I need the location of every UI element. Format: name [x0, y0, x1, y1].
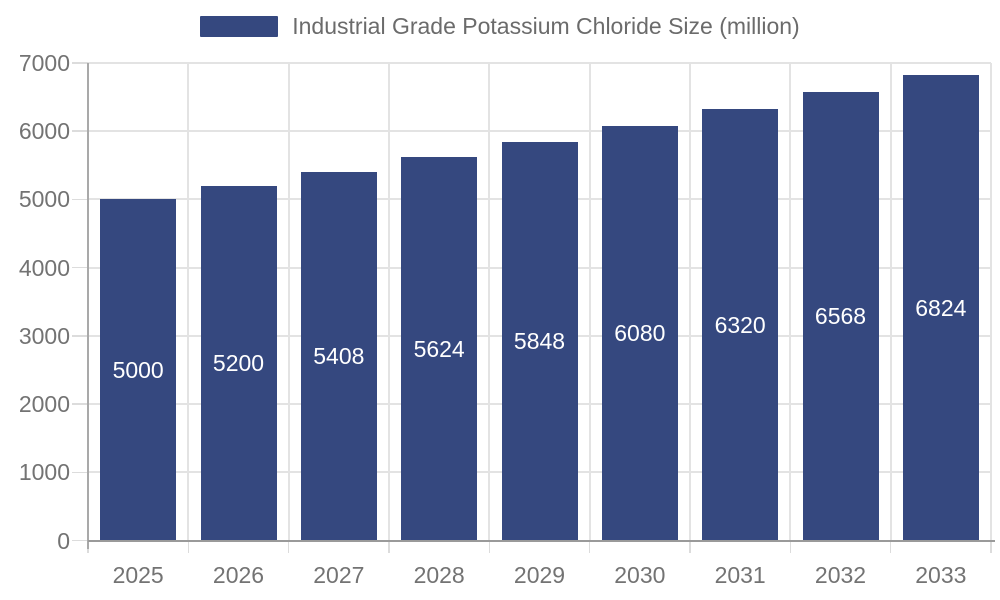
y-axis-label-4000: 4000	[18, 254, 70, 281]
x-axis-label-2028: 2028	[413, 562, 465, 588]
gridline-x-2	[287, 63, 290, 541]
x-axis-label-2029: 2029	[513, 562, 566, 588]
bar-2028[interactable]	[401, 156, 478, 541]
x-axis-label-2025: 2025	[112, 562, 164, 588]
y-axis-tick-3000	[72, 335, 88, 337]
bar-value-label-2032: 6568	[814, 303, 867, 330]
x-axis-tick-3	[388, 540, 390, 553]
legend-item[interactable]: Industrial Grade Potassium Chloride Size…	[0, 13, 1000, 40]
gridline-y-7000	[88, 62, 991, 64]
x-axis-label-2026: 2026	[212, 562, 265, 588]
gridline-x-7	[789, 63, 792, 541]
gridline-x-5	[588, 63, 591, 541]
x-axis-tick-6	[689, 540, 691, 553]
x-axis-tick-1	[187, 540, 190, 553]
x-axis-tick-7	[789, 540, 792, 553]
x-axis-label-2031: 2031	[714, 562, 766, 588]
legend-swatch	[200, 16, 279, 37]
legend-label: Industrial Grade Potassium Chloride Size…	[292, 13, 800, 39]
x-axis-tick-4	[488, 540, 491, 553]
bar-value-label-2031: 6320	[714, 311, 766, 338]
y-axis-label-6000: 6000	[18, 118, 70, 145]
y-axis-tick-0	[72, 539, 88, 542]
bar-value-label-2029: 5848	[513, 328, 566, 355]
bar-2032[interactable]	[802, 92, 879, 541]
y-axis-label-5000: 5000	[18, 186, 70, 213]
x-axis-label-2033: 2033	[915, 562, 967, 588]
x-axis-label-2030: 2030	[614, 562, 666, 588]
bar-value-label-2025: 5000	[112, 356, 164, 383]
gridline-x-4	[488, 63, 491, 541]
bar-value-label-2026: 5200	[212, 350, 265, 377]
bar-2031[interactable]	[702, 109, 779, 541]
bar-2030[interactable]	[601, 125, 678, 541]
y-axis-label-1000: 1000	[18, 459, 70, 486]
x-axis-tick-2	[287, 540, 290, 553]
y-axis-label-2000: 2000	[18, 391, 70, 418]
bar-2027[interactable]	[300, 171, 377, 541]
bar-value-label-2028: 5624	[413, 335, 465, 362]
bar-2029[interactable]	[501, 141, 578, 541]
gridline-x-6	[689, 63, 691, 541]
gridline-x-3	[388, 63, 390, 541]
x-axis-tick-9	[990, 540, 992, 553]
y-axis-line	[87, 63, 89, 549]
y-axis-label-7000: 7000	[18, 50, 70, 76]
y-axis-tick-2000	[72, 403, 88, 405]
y-axis-tick-1000	[72, 471, 88, 474]
bar-value-label-2027: 5408	[313, 343, 365, 370]
y-axis-tick-7000	[72, 62, 88, 64]
x-axis-label-2027: 2027	[313, 562, 365, 588]
gridline-y-6000	[88, 130, 991, 133]
bar-2033[interactable]	[902, 75, 979, 541]
gridline-x-1	[187, 63, 190, 541]
x-axis-label-2032: 2032	[814, 562, 867, 588]
x-axis-tick-8	[889, 540, 892, 553]
bar-value-label-2033: 6824	[915, 294, 967, 321]
gridline-x-9	[990, 63, 992, 541]
x-axis-line	[88, 539, 995, 542]
y-axis-tick-6000	[72, 130, 88, 132]
y-axis-label-0: 0	[57, 527, 70, 554]
y-axis-tick-4000	[72, 266, 88, 269]
bar-2026[interactable]	[200, 185, 277, 541]
y-axis-tick-5000	[72, 198, 88, 201]
bar-value-label-2030: 6080	[614, 320, 666, 347]
bar-2025[interactable]	[100, 199, 177, 541]
gridline-x-8	[889, 63, 892, 541]
y-axis-label-3000: 3000	[18, 322, 70, 349]
x-axis-tick-5	[588, 540, 591, 553]
